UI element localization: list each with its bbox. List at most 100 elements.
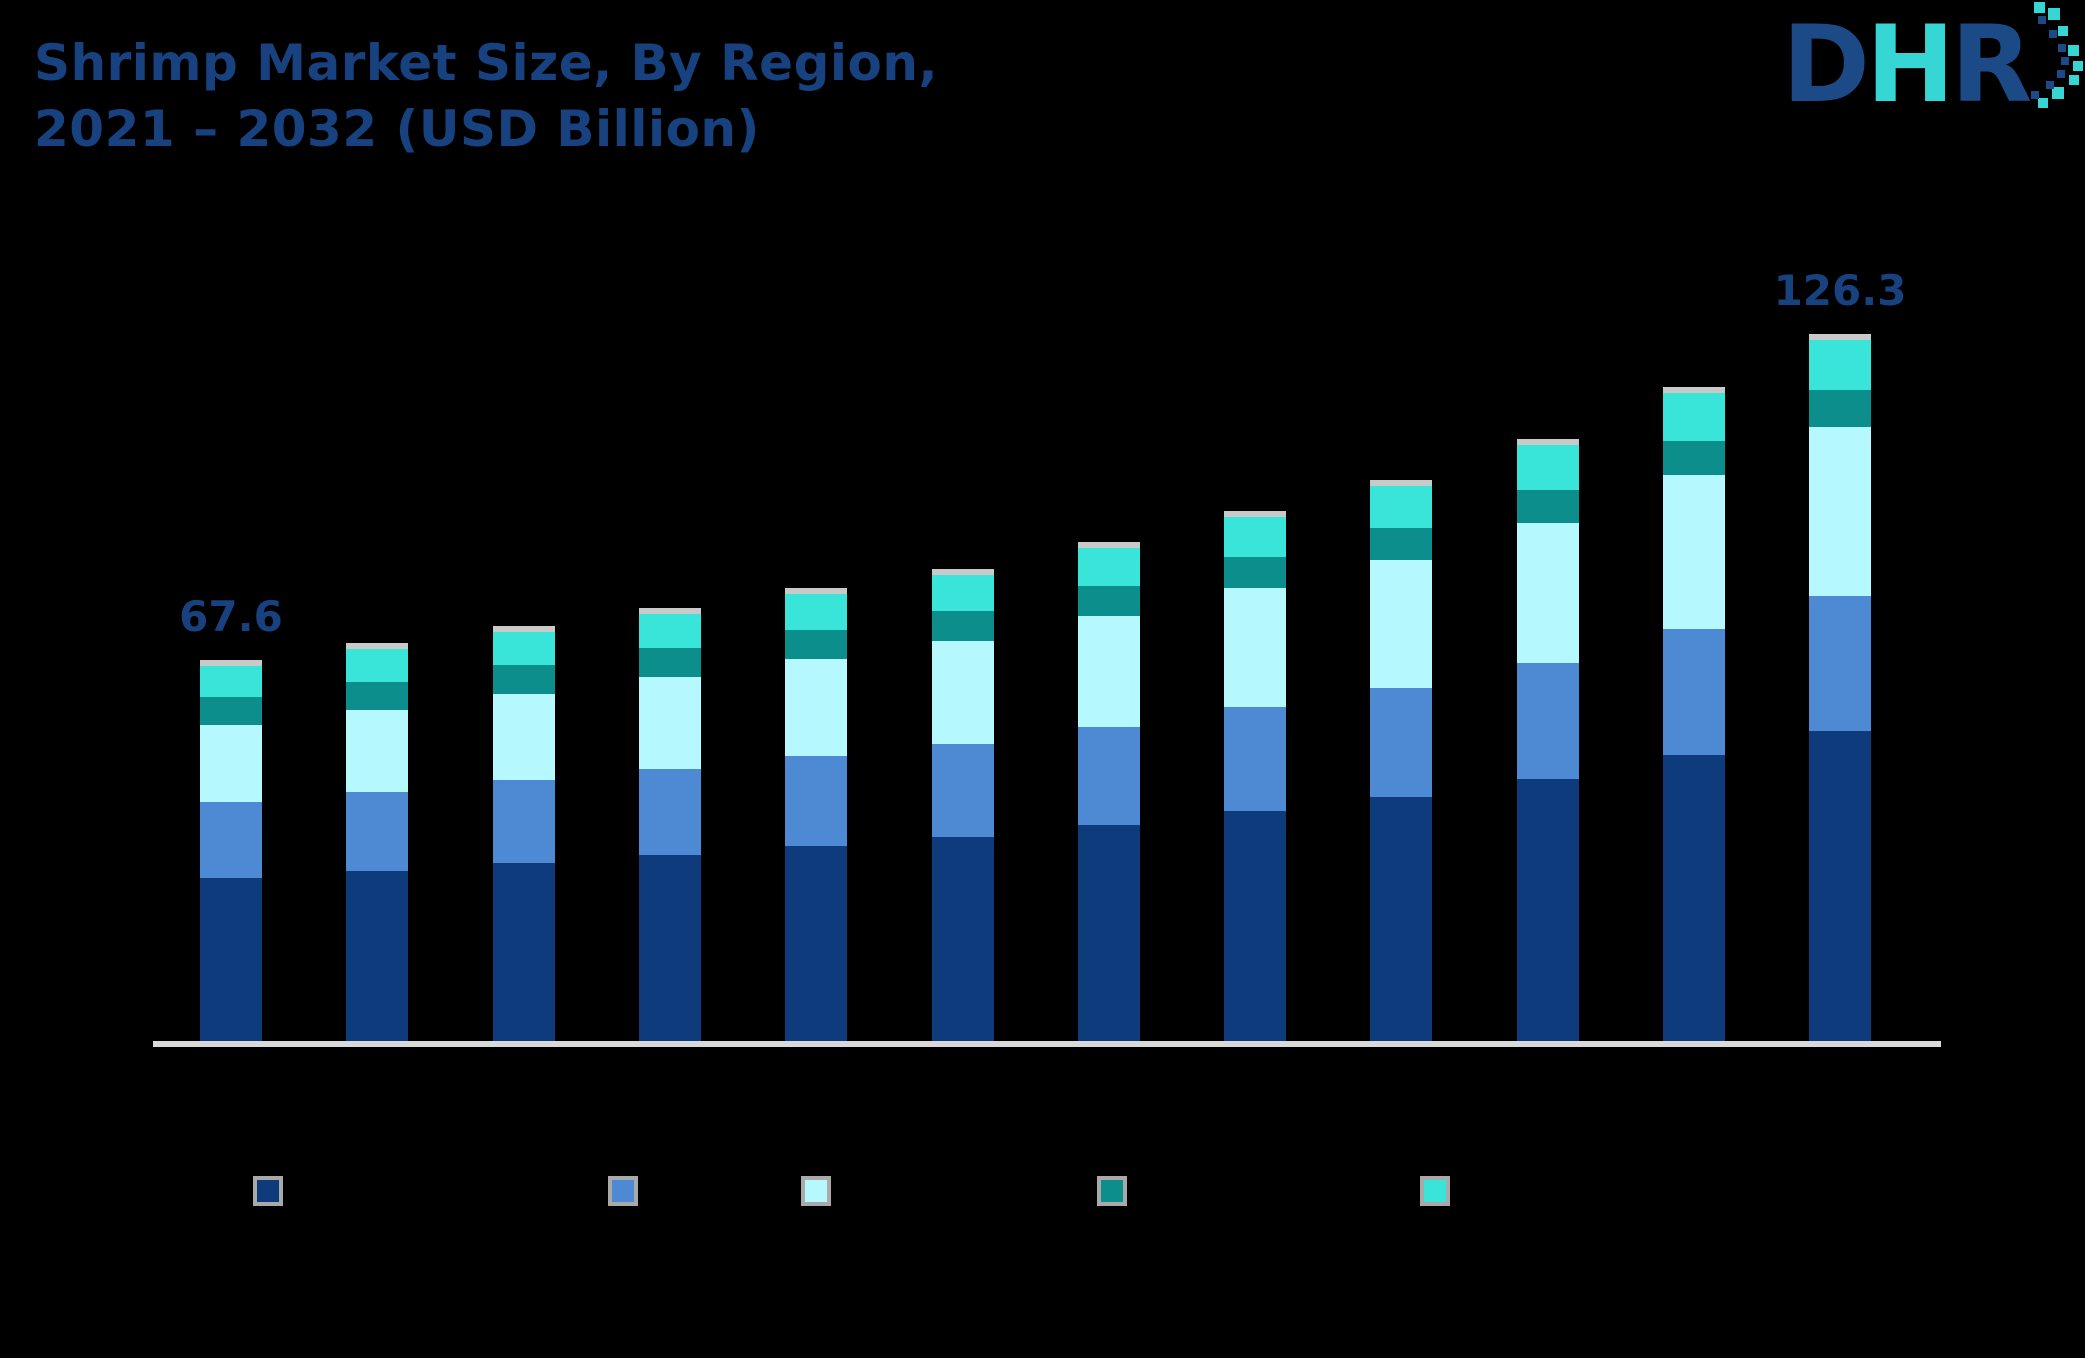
- bar-2027-segment-3-pale-cyan: [1078, 616, 1140, 728]
- bar-2032-top-cap: [1809, 334, 1871, 340]
- bar-2032-segment-4-dark-teal: [1809, 390, 1871, 427]
- bar-2027-segment-2-medium-blue: [1078, 727, 1140, 826]
- bar-2031-segment-1-bottom-navy: [1663, 754, 1725, 1041]
- bar-2022: [346, 643, 408, 1041]
- bar-2028: [1224, 511, 1286, 1041]
- bar-2023-segment-2-medium-blue: [493, 780, 555, 863]
- bar-2024-segment-2-medium-blue: [639, 768, 701, 855]
- bar-2027: [1078, 542, 1140, 1041]
- bar-2026-segment-1-bottom-navy: [932, 836, 994, 1041]
- logo-dot-1: [2034, 2, 2045, 13]
- bar-2021-segment-5-turquoise-top: [200, 665, 262, 698]
- bar-2032: [1809, 334, 1871, 1041]
- bar-2025-segment-5-turquoise-top: [785, 594, 847, 630]
- legend-swatch-5: [1420, 1176, 1450, 1206]
- logo-dot-10: [2049, 30, 2057, 38]
- bar-2021: [200, 660, 262, 1041]
- bar-2027-segment-1-bottom-navy: [1078, 825, 1140, 1041]
- logo-letter-r: R: [1950, 3, 2033, 126]
- logo-dot-11: [2058, 44, 2066, 52]
- bar-2026-segment-4-dark-teal: [932, 610, 994, 641]
- bar-2032-segment-3-pale-cyan: [1809, 426, 1871, 597]
- bar-2031-segment-3-pale-cyan: [1663, 475, 1725, 629]
- bar-2031: [1663, 387, 1725, 1041]
- logo-dot-3: [2058, 26, 2068, 36]
- bar-2030-top-cap: [1517, 439, 1579, 445]
- bar-2026: [932, 569, 994, 1041]
- logo-dot-9: [2038, 16, 2046, 24]
- bar-2025-segment-3-pale-cyan: [785, 659, 847, 757]
- bar-2021-segment-1-bottom-navy: [200, 878, 262, 1041]
- bar-2025-segment-4-dark-teal: [785, 629, 847, 660]
- bar-2031-segment-5-turquoise-top: [1663, 392, 1725, 441]
- bar-2029-top-cap: [1370, 480, 1432, 486]
- bar-2032-segment-2-medium-blue: [1809, 596, 1871, 731]
- logo-dot-2: [2048, 8, 2060, 20]
- bar-2030-segment-2-medium-blue: [1517, 663, 1579, 780]
- bar-2027-segment-5-turquoise-top: [1078, 547, 1140, 586]
- bar-2025: [785, 588, 847, 1041]
- bar-2024-top-cap: [639, 608, 701, 614]
- bar-2024-segment-1-bottom-navy: [639, 854, 701, 1041]
- bar-2026-segment-5-turquoise-top: [932, 574, 994, 611]
- dhr-logo-text: DHR: [1782, 6, 2082, 124]
- bar-2029-segment-3-pale-cyan: [1370, 559, 1432, 689]
- bar-2024: [639, 608, 701, 1041]
- bar-2029-segment-4-dark-teal: [1370, 527, 1432, 560]
- logo-dot-4: [2068, 45, 2079, 56]
- legend-swatch-2: [608, 1176, 638, 1206]
- logo-dot-8: [2038, 98, 2048, 108]
- bar-2022-top-cap: [346, 643, 408, 649]
- bar-2028-segment-5-turquoise-top: [1224, 516, 1286, 558]
- bar-2028-segment-4-dark-teal: [1224, 557, 1286, 589]
- bar-2025-top-cap: [785, 588, 847, 594]
- logo-dot-13: [2057, 70, 2065, 78]
- bar-2031-segment-4-dark-teal: [1663, 440, 1725, 476]
- bar-2028-segment-2-medium-blue: [1224, 707, 1286, 811]
- bar-2027-top-cap: [1078, 542, 1140, 548]
- x-axis-line: [153, 1041, 1941, 1047]
- bar-2025-segment-2-medium-blue: [785, 756, 847, 846]
- bar-2024-segment-4-dark-teal: [639, 648, 701, 677]
- logo-dot-7: [2052, 87, 2064, 99]
- bar-2023-top-cap: [493, 626, 555, 632]
- logo-dot-12: [2061, 57, 2069, 65]
- bar-2024-segment-3-pale-cyan: [639, 676, 701, 769]
- bar-2029-segment-5-turquoise-top: [1370, 486, 1432, 528]
- bar-2022-segment-4-dark-teal: [346, 681, 408, 711]
- bar-2026-segment-2-medium-blue: [932, 744, 994, 837]
- bar-2027-segment-4-dark-teal: [1078, 585, 1140, 617]
- bar-2028-segment-1-bottom-navy: [1224, 810, 1286, 1041]
- bar-2028-segment-3-pale-cyan: [1224, 588, 1286, 708]
- bar-2030: [1517, 439, 1579, 1041]
- bar-2024-segment-5-turquoise-top: [639, 613, 701, 649]
- bar-2023: [493, 626, 555, 1041]
- bar-2022-segment-5-turquoise-top: [346, 649, 408, 682]
- bar-2025-segment-1-bottom-navy: [785, 845, 847, 1041]
- bar-2028-top-cap: [1224, 511, 1286, 517]
- chart-title: Shrimp Market Size, By Region, 2021 – 20…: [34, 30, 938, 162]
- bar-2021-segment-3-pale-cyan: [200, 725, 262, 802]
- chart-title-line2: 2021 – 2032 (USD Billion): [34, 100, 760, 158]
- legend-swatch-1: [253, 1176, 283, 1206]
- legend-swatch-4: [1097, 1176, 1127, 1206]
- bar-2023-segment-1-bottom-navy: [493, 862, 555, 1041]
- logo-dot-5: [2073, 61, 2083, 71]
- bar-2023-segment-3-pale-cyan: [493, 693, 555, 781]
- logo-letter-h: H: [1866, 3, 1955, 126]
- logo-dot-15: [2031, 91, 2039, 99]
- chart-title-line1: Shrimp Market Size, By Region,: [34, 34, 938, 92]
- bar-2023-segment-5-turquoise-top: [493, 631, 555, 666]
- bar-2029-segment-2-medium-blue: [1370, 688, 1432, 797]
- bar-2026-segment-3-pale-cyan: [932, 640, 994, 745]
- bar-2021-top-cap: [200, 660, 262, 666]
- data-label-2032: 126.3: [1773, 266, 1907, 315]
- bar-2029-segment-1-bottom-navy: [1370, 796, 1432, 1041]
- bar-2022-segment-2-medium-blue: [346, 791, 408, 872]
- bar-2022-segment-3-pale-cyan: [346, 710, 408, 792]
- bar-2030-segment-1-bottom-navy: [1517, 779, 1579, 1041]
- bar-2026-top-cap: [932, 569, 994, 575]
- bar-2030-segment-4-dark-teal: [1517, 489, 1579, 524]
- dhr-logo: DHR: [1782, 2, 2083, 146]
